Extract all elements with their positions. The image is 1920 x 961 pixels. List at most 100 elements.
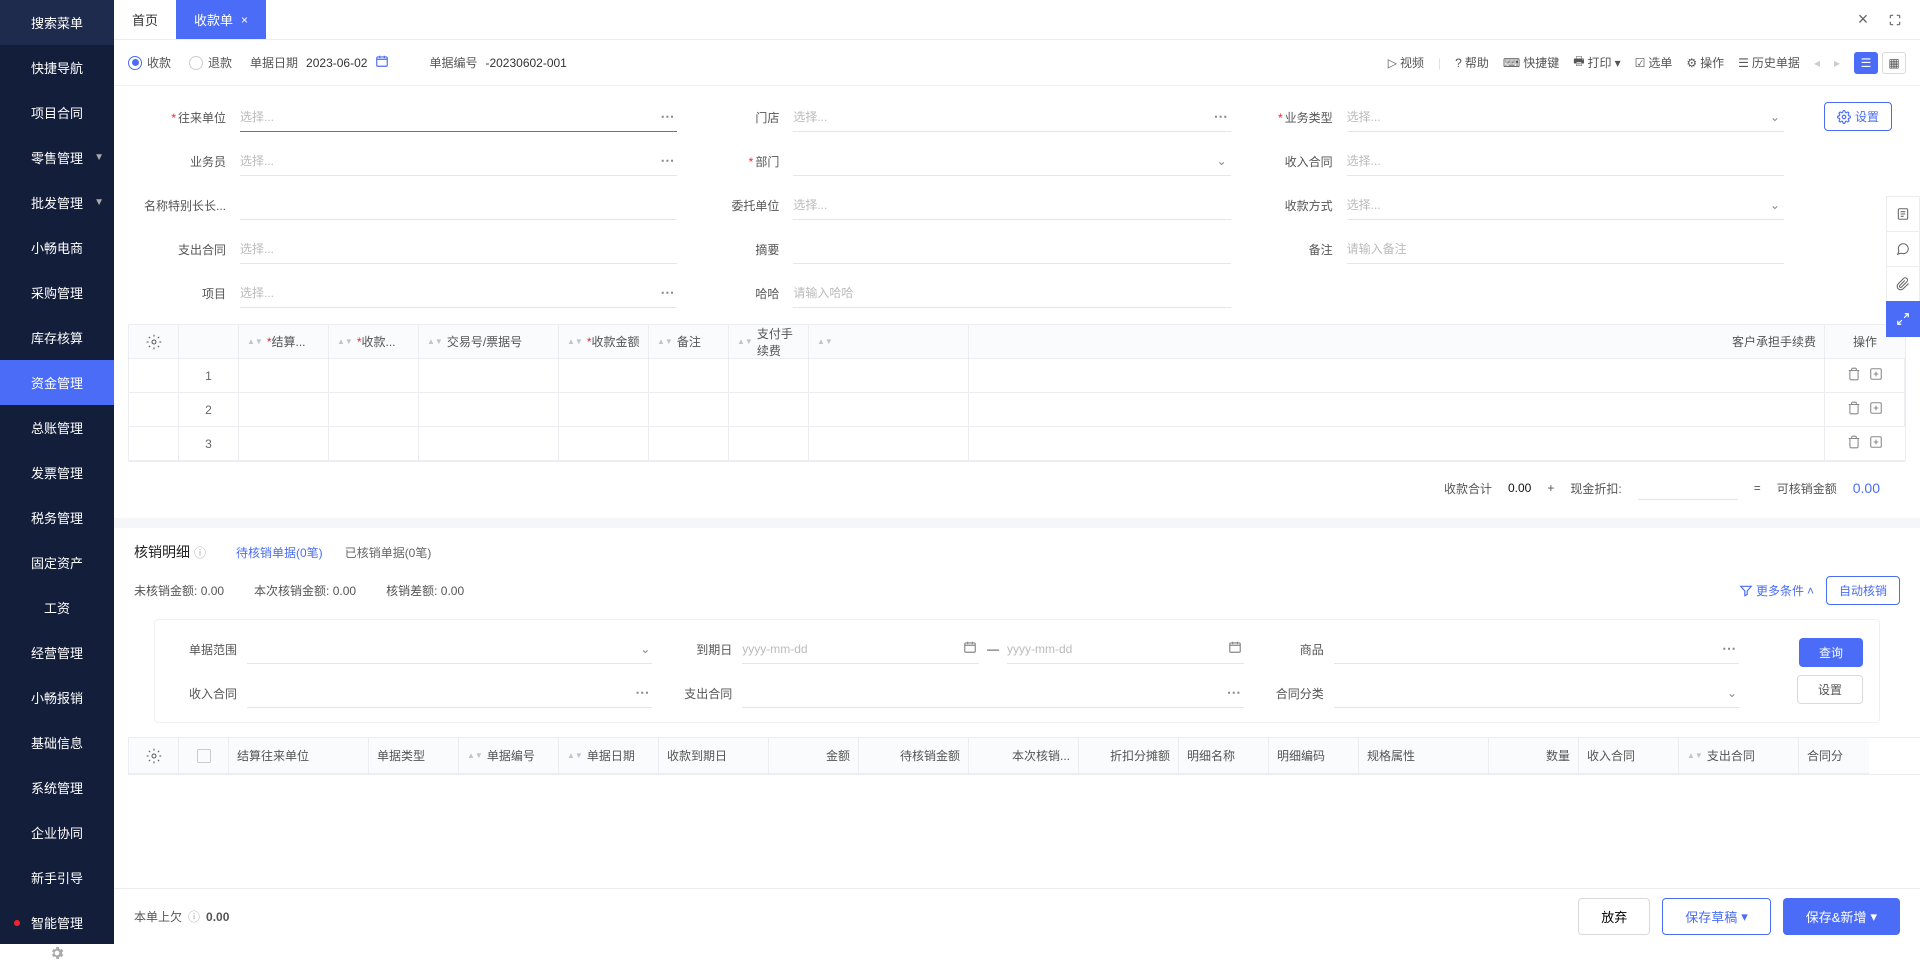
- select-button[interactable]: ☑ 选单: [1635, 54, 1673, 71]
- sidebar-item-9[interactable]: 总账管理: [0, 405, 114, 450]
- history-button[interactable]: ☰ 历史单据: [1738, 54, 1800, 71]
- due-end-input[interactable]: yyyy-mm-dd: [1007, 634, 1244, 664]
- delete-icon[interactable]: [1847, 435, 1861, 452]
- biztype-input[interactable]: 选择...⌄: [1347, 102, 1784, 132]
- print-button[interactable]: 🖶 打印 ▾: [1573, 52, 1620, 73]
- sidebar-item-15[interactable]: 小畅报销: [0, 675, 114, 720]
- rail-attach-icon[interactable]: [1886, 266, 1920, 302]
- settings-button[interactable]: 设置: [1824, 102, 1892, 131]
- close-all-icon[interactable]: ×: [1852, 9, 1874, 31]
- sidebar-item-2[interactable]: 项目合同: [0, 90, 114, 135]
- sidebar-item-3[interactable]: 零售管理▼: [0, 135, 114, 180]
- more-icon[interactable]: ⋯: [1214, 108, 1229, 125]
- sidebar-item-4[interactable]: 批发管理▼: [0, 180, 114, 225]
- close-icon[interactable]: ×: [241, 13, 248, 27]
- sidebar-item-19[interactable]: 新手引导: [0, 855, 114, 900]
- prev-icon[interactable]: ◂: [1814, 56, 1820, 70]
- sidebar-item-18[interactable]: 企业协同: [0, 810, 114, 855]
- more-icon[interactable]: ⋯: [635, 684, 650, 701]
- sidebar-item-5[interactable]: 小畅电商: [0, 225, 114, 270]
- add-row-icon[interactable]: [1869, 435, 1883, 452]
- auto-write-button[interactable]: 自动核销: [1826, 576, 1900, 605]
- expense-contract-input[interactable]: 选择...: [240, 234, 677, 264]
- rail-chat-icon[interactable]: [1886, 231, 1920, 267]
- select-all-checkbox[interactable]: [179, 738, 229, 774]
- tab-receipt[interactable]: 收款单 ×: [176, 0, 266, 39]
- counterparty-input[interactable]: 选择...⋯: [240, 102, 677, 132]
- rail-note-icon[interactable]: [1886, 196, 1920, 232]
- radio-receipt[interactable]: 收款: [128, 54, 171, 71]
- seg-done[interactable]: 已核销单据(0笔): [345, 544, 432, 561]
- more-icon[interactable]: ⋯: [660, 108, 675, 125]
- chevron-down-icon[interactable]: ⌄: [1727, 686, 1737, 700]
- gear-column-icon[interactable]: [129, 738, 179, 774]
- add-row-icon[interactable]: [1869, 401, 1883, 418]
- expense-contract-filter[interactable]: ⋯: [742, 678, 1244, 708]
- video-button[interactable]: ▷ 视频: [1388, 54, 1424, 71]
- chevron-down-icon[interactable]: ⌄: [1770, 110, 1780, 124]
- radio-refund[interactable]: 退款: [189, 54, 232, 71]
- rail-expand-icon[interactable]: [1886, 301, 1920, 337]
- shortcut-button[interactable]: ⌨ 快捷键: [1503, 54, 1559, 71]
- calendar-icon[interactable]: [963, 640, 977, 657]
- next-icon[interactable]: ▸: [1834, 56, 1840, 70]
- sidebar-item-12[interactable]: 固定资产: [0, 540, 114, 585]
- income-contract-input[interactable]: 选择...: [1347, 146, 1784, 176]
- filter-set-button[interactable]: 设置: [1797, 675, 1863, 704]
- settings-gear-icon[interactable]: [0, 945, 114, 961]
- scope-input[interactable]: ⌄: [247, 634, 652, 664]
- more-icon[interactable]: ⋯: [660, 152, 675, 169]
- sidebar-item-11[interactable]: 税务管理: [0, 495, 114, 540]
- income-contract-filter[interactable]: ⋯: [247, 678, 652, 708]
- discount-input[interactable]: [1638, 476, 1738, 500]
- calendar-icon[interactable]: [1228, 640, 1242, 657]
- sidebar-item-6[interactable]: 采购管理: [0, 270, 114, 315]
- haha-input[interactable]: 请输入哈哈: [793, 278, 1230, 308]
- sidebar-item-17[interactable]: 系统管理: [0, 765, 114, 810]
- delete-icon[interactable]: [1847, 367, 1861, 384]
- calendar-icon[interactable]: [375, 54, 389, 71]
- sidebar-item-1[interactable]: 快捷导航: [0, 45, 114, 90]
- store-input[interactable]: 选择...⋯: [793, 102, 1230, 132]
- save-new-button[interactable]: 保存&新增 ▾: [1783, 898, 1900, 935]
- add-row-icon[interactable]: [1869, 367, 1883, 384]
- date-value[interactable]: 2023-06-02: [306, 56, 367, 70]
- more-icon[interactable]: ⋯: [660, 284, 675, 301]
- help-button[interactable]: ? 帮助: [1455, 54, 1489, 71]
- operate-button[interactable]: ⚙ 操作: [1686, 54, 1724, 71]
- info-icon[interactable]: ⓘ: [194, 544, 206, 561]
- sidebar-item-8[interactable]: 资金管理: [0, 360, 114, 405]
- gear-column-icon[interactable]: [129, 325, 179, 359]
- fullscreen-icon[interactable]: [1884, 9, 1906, 31]
- summary-input[interactable]: [793, 234, 1230, 264]
- chevron-down-icon[interactable]: ⌄: [640, 642, 650, 656]
- sidebar-item-20[interactable]: 智能管理: [0, 900, 114, 945]
- query-button[interactable]: 查询: [1799, 638, 1863, 667]
- chevron-down-icon[interactable]: ⌄: [1217, 154, 1227, 168]
- dept-input[interactable]: ⌄: [793, 146, 1230, 176]
- discard-button[interactable]: 放弃: [1578, 898, 1650, 935]
- save-draft-button[interactable]: 保存草稿 ▾: [1662, 898, 1771, 935]
- receipt-method-input[interactable]: 选择...⌄: [1347, 190, 1784, 220]
- remark-input[interactable]: 请输入备注: [1347, 234, 1784, 264]
- delete-icon[interactable]: [1847, 401, 1861, 418]
- chevron-down-icon[interactable]: ⌄: [1770, 198, 1780, 212]
- more-icon[interactable]: ⋯: [1722, 640, 1737, 657]
- entrust-input[interactable]: 选择...: [793, 190, 1230, 220]
- project-input[interactable]: 选择...⋯: [240, 278, 677, 308]
- tab-home[interactable]: 首页: [114, 0, 176, 39]
- salesman-input[interactable]: 选择...⋯: [240, 146, 677, 176]
- sidebar-item-13[interactable]: 工资: [0, 585, 114, 630]
- view-card-icon[interactable]: ▦: [1882, 52, 1906, 74]
- info-icon[interactable]: ⓘ: [188, 908, 200, 925]
- contract-cat-filter[interactable]: ⌄: [1334, 678, 1739, 708]
- sidebar-item-0[interactable]: 搜索菜单: [0, 0, 114, 45]
- sidebar-item-16[interactable]: 基础信息: [0, 720, 114, 765]
- view-list-icon[interactable]: ☰: [1854, 52, 1878, 74]
- seg-pending[interactable]: 待核销单据(0笔): [236, 544, 323, 561]
- sidebar-item-10[interactable]: 发票管理: [0, 450, 114, 495]
- longname-input[interactable]: [240, 190, 677, 220]
- sidebar-item-14[interactable]: 经营管理: [0, 630, 114, 675]
- more-conditions[interactable]: 更多条件 ˄: [1739, 582, 1814, 599]
- goods-input[interactable]: ⋯: [1334, 634, 1739, 664]
